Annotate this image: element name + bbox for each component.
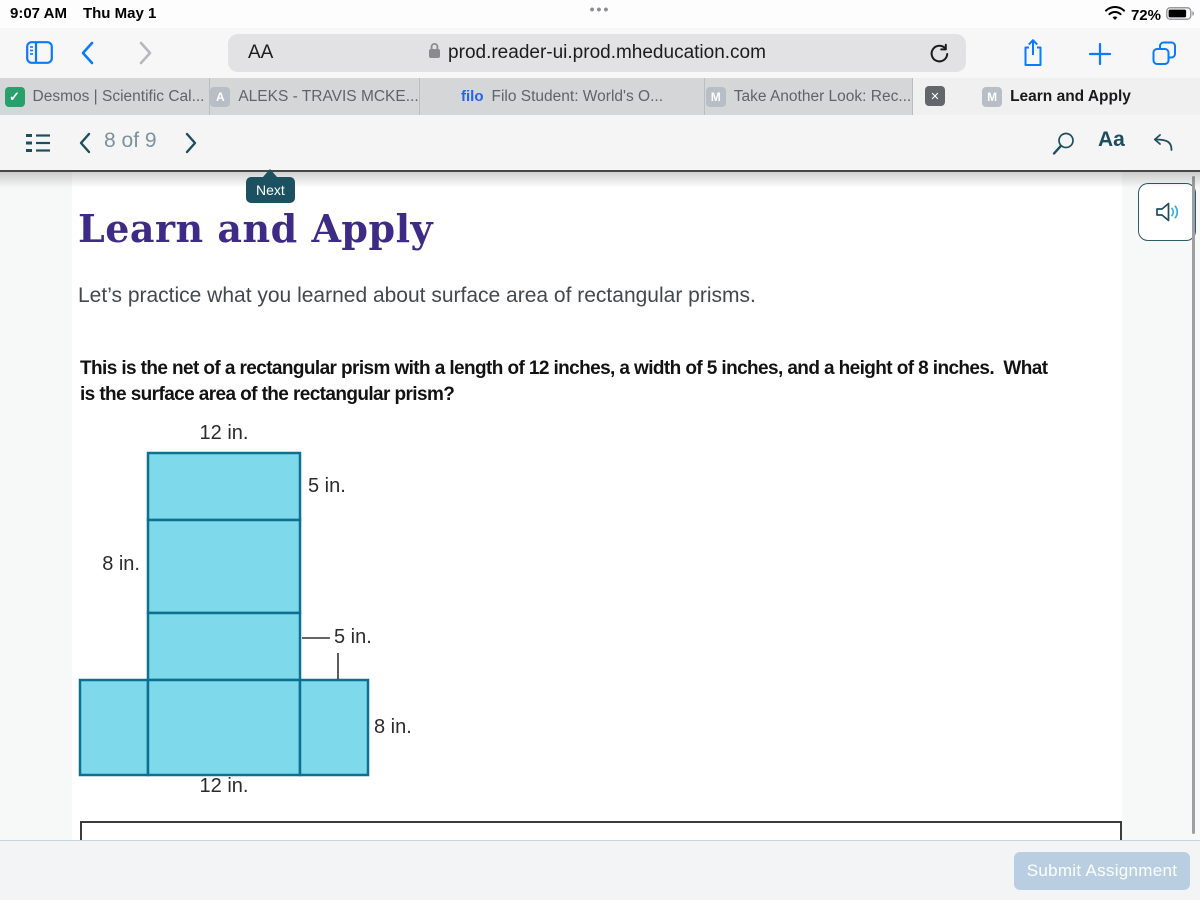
question-text: This is the net of a rectangular prism w… (80, 356, 1120, 408)
forward-button[interactable] (138, 40, 153, 66)
tab-label: Take Another Look: Rec... (733, 87, 912, 105)
tab-bar: ✓ Desmos | Scientific Cal... A ALEKS - T… (0, 78, 1200, 115)
dim-middle-side: 5 in. (334, 626, 372, 648)
clock: 9:07 AM (10, 5, 67, 22)
status-bar: 9:07 AM Thu May 1 ••• 72% (0, 0, 1200, 28)
tabs-overview-icon[interactable] (1152, 41, 1177, 66)
dim-top-width: 12 in. (199, 422, 249, 444)
status-right: 72% (1104, 5, 1195, 25)
reload-icon[interactable] (922, 42, 956, 69)
tab-label: ALEKS - TRAVIS MCKE... (238, 87, 419, 105)
prism-net-svg (78, 451, 370, 777)
sidebar-icon[interactable] (26, 41, 53, 64)
page-indicator: 8 of 9 (104, 129, 157, 152)
previous-page-chevron[interactable] (78, 131, 92, 155)
submit-assignment-button[interactable]: Submit Assignment (1014, 852, 1190, 890)
reader-aa-button[interactable]: AA (242, 34, 279, 72)
next-page-chevron[interactable] (184, 131, 198, 155)
letter-a-icon: A (210, 86, 231, 107)
tab-aleks[interactable]: A ALEKS - TRAVIS MCKE... (210, 78, 420, 115)
back-button[interactable] (80, 40, 95, 66)
read-aloud-button[interactable] (1138, 183, 1196, 241)
prism-net-diagram (72, 420, 542, 820)
net-face-top (146, 451, 302, 522)
letter-m-icon: M (705, 86, 726, 107)
net-face-right-end (298, 678, 370, 777)
net-face-side (146, 518, 302, 615)
tab-desmos[interactable]: ✓ Desmos | Scientific Cal... (0, 78, 210, 115)
dim-top-side: 5 in. (308, 475, 346, 497)
window-handle-icon[interactable]: ••• (589, 1, 611, 17)
scrollbar[interactable] (1192, 176, 1195, 834)
question-line-2: is the surface area of the rectangular p… (80, 384, 455, 405)
tab-label: Filo Student: World's O... (491, 87, 663, 105)
net-face-front (146, 678, 302, 777)
next-tooltip: Next (246, 169, 295, 203)
battery-icon (1166, 6, 1195, 24)
new-tab-plus-icon[interactable] (1088, 42, 1112, 66)
dim-bottom-width: 12 in. (199, 775, 249, 797)
date: Thu May 1 (82, 5, 157, 22)
letter-m-icon: M (982, 86, 1003, 107)
url-text: prod.reader-ui.prod.mheducation.com (448, 42, 766, 63)
dim-left-height: 8 in. (102, 553, 140, 575)
close-tab-icon[interactable]: ✕ (925, 86, 945, 106)
desmos-check-icon: ✓ (4, 86, 25, 107)
share-icon[interactable] (1022, 38, 1044, 67)
lock-icon (428, 42, 441, 65)
reader-toolbar: 8 of 9 Aa (0, 115, 1200, 170)
return-arrow-icon[interactable] (1148, 132, 1175, 153)
page-title: Learn and Apply (78, 206, 434, 251)
tab-label: Desmos | Scientific Cal... (32, 87, 205, 105)
text-settings-button[interactable]: Aa (1098, 128, 1125, 151)
assignment-footer: Submit Assignment (0, 840, 1200, 900)
intro-text: Let’s practice what you learned about su… (78, 284, 756, 307)
reader-content: Next Learn and Apply Let’s practice what… (0, 169, 1200, 840)
speaker-icon (1156, 202, 1179, 222)
search-icon[interactable] (1050, 130, 1077, 157)
tab-filo[interactable]: filo Filo Student: World's O... (420, 78, 705, 115)
wifi-icon (1104, 5, 1126, 25)
battery-percent: 72% (1130, 6, 1161, 24)
browser-toolbar: AA prod.reader-ui.prod.mheducation.com (0, 28, 1200, 78)
tab-label: Learn and Apply (1010, 87, 1131, 105)
tab-take-another-look[interactable]: M Take Another Look: Rec... (705, 78, 913, 115)
tab-learn-and-apply[interactable]: ✕ M Learn and Apply (913, 78, 1200, 115)
answer-input-area[interactable] (80, 821, 1122, 840)
address-bar[interactable]: AA prod.reader-ui.prod.mheducation.com (228, 34, 966, 72)
url-display: prod.reader-ui.prod.mheducation.com (228, 34, 966, 72)
status-left: 9:07 AM Thu May 1 (10, 5, 156, 22)
table-of-contents-icon[interactable] (24, 131, 52, 155)
filo-logo-icon: filo (460, 88, 484, 105)
dim-right-height: 8 in. (374, 716, 412, 738)
net-face-left-end (78, 678, 150, 777)
question-line-1: This is the net of a rectangular prism w… (80, 358, 1048, 379)
lesson-page: Next Learn and Apply Let’s practice what… (72, 169, 1122, 840)
net-face-bottom (146, 611, 302, 682)
